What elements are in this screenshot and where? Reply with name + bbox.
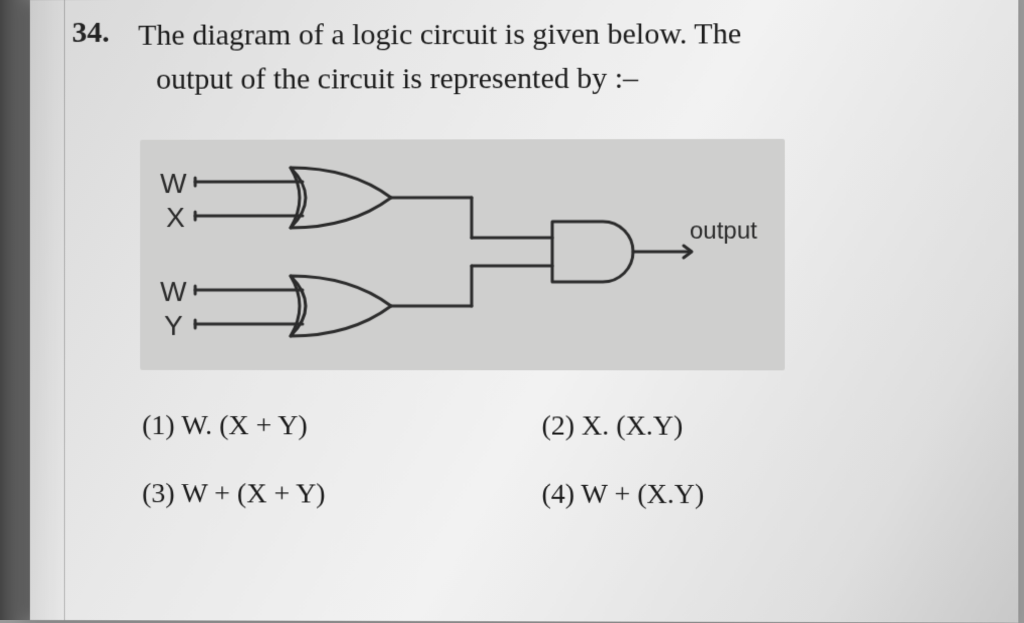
page: 34. The diagram of a logic circuit is gi…	[30, 0, 1018, 623]
circuit-diagram: W X W Y output	[140, 139, 785, 371]
question-number: 34.	[72, 16, 110, 50]
option-2: (2) X. (X.Y)	[542, 410, 944, 443]
answer-options: (1) W. (X + Y) (2) X. (X.Y) (3) W + (X +…	[142, 410, 978, 548]
input-label-x: X	[166, 202, 185, 234]
question-text: The diagram of a logic circuit is given …	[138, 12, 988, 101]
input-label-w2: W	[160, 276, 186, 308]
option-row-2: (3) W + (X + Y) (4) W + (X.Y)	[142, 478, 978, 511]
option-row-1: (1) W. (X + Y) (2) X. (X.Y)	[142, 410, 978, 443]
question-line-2: output of the circuit is represented by …	[156, 61, 638, 95]
circuit-svg	[140, 139, 785, 371]
output-label: output	[690, 217, 758, 245]
input-label-y: Y	[164, 310, 183, 342]
option-1: (1) W. (X + Y)	[142, 410, 542, 442]
margin-rule	[30, 0, 65, 620]
option-3: (3) W + (X + Y)	[142, 478, 542, 511]
option-4: (4) W + (X.Y)	[542, 479, 944, 512]
question-line-1: The diagram of a logic circuit is given …	[138, 17, 741, 52]
page-gutter	[0, 0, 30, 620]
input-label-w1: W	[160, 168, 186, 200]
